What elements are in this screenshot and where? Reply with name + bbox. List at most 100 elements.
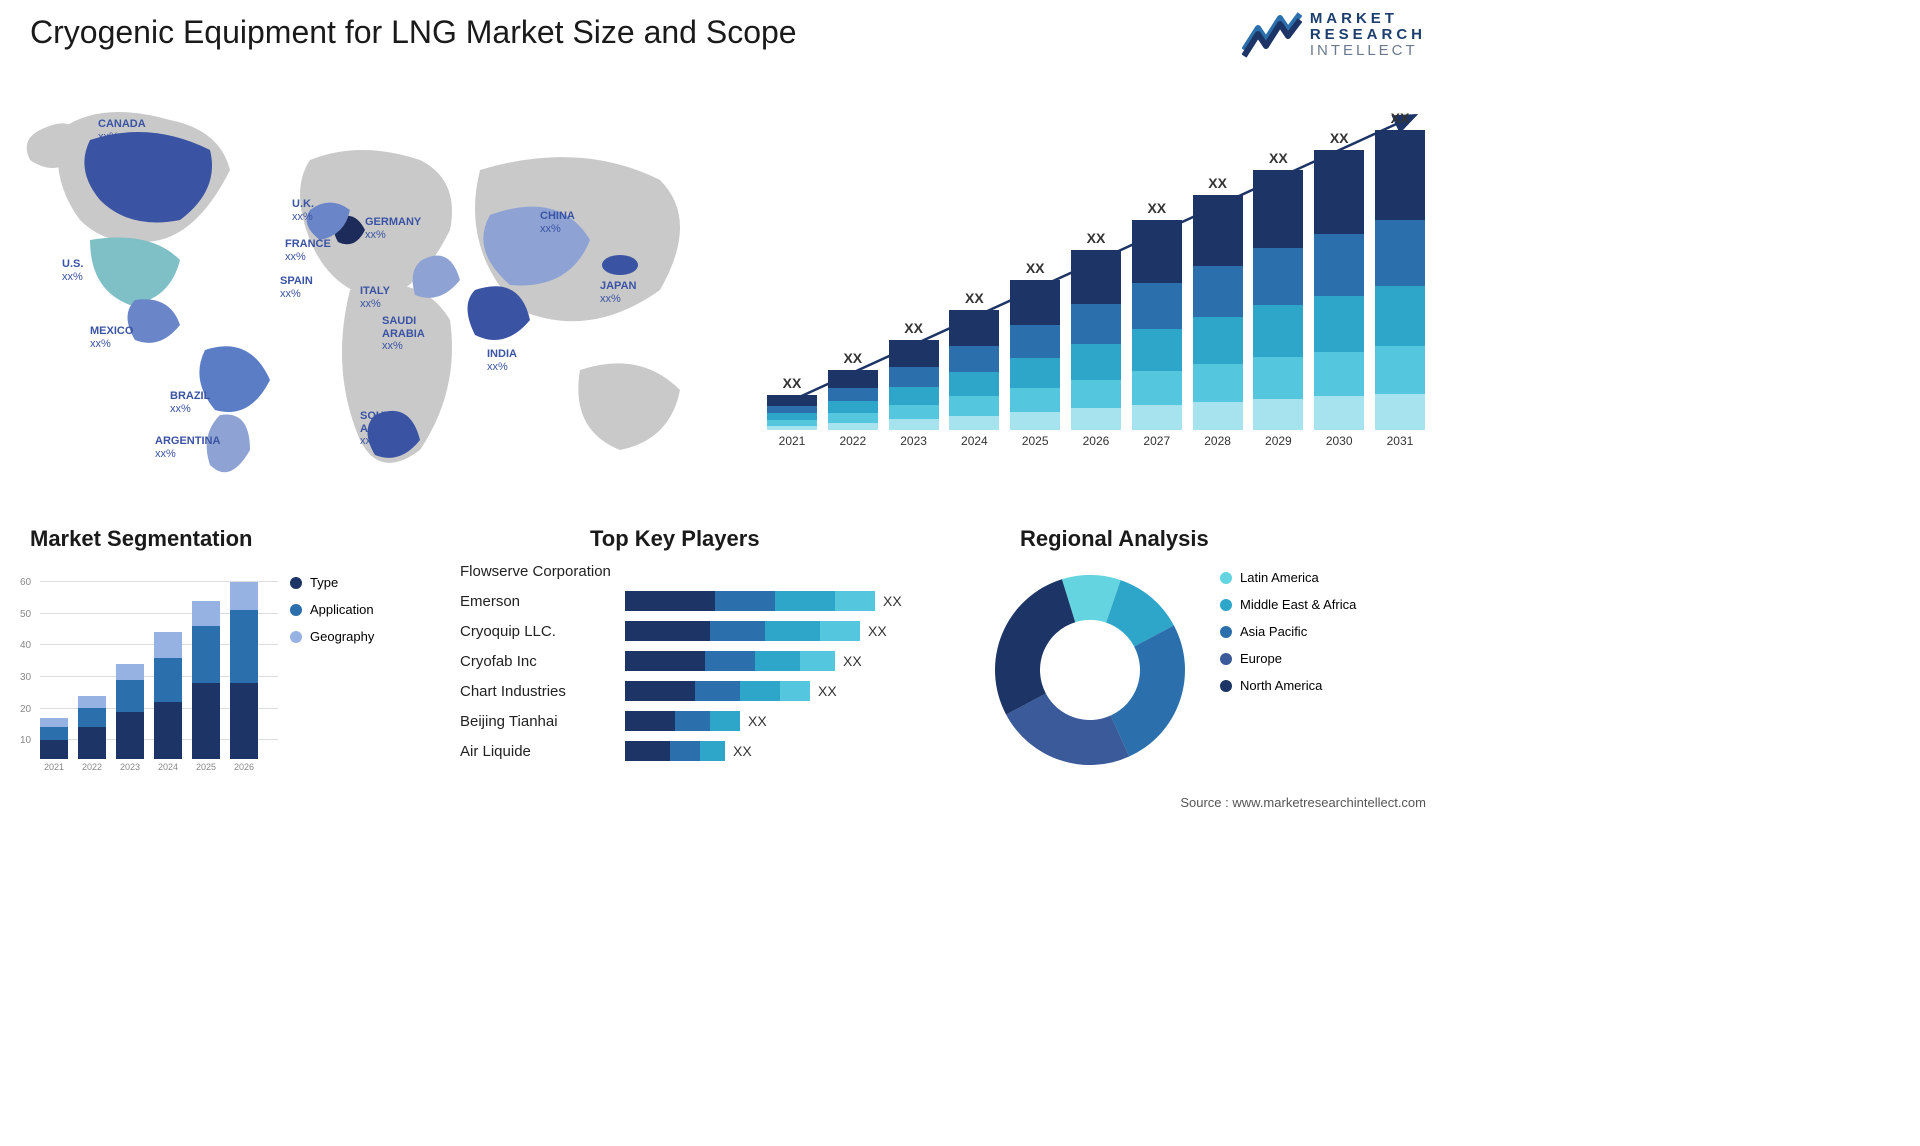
forecast-bar: XX2021	[766, 375, 818, 448]
player-bar	[625, 651, 835, 671]
player-name: Emerson	[460, 593, 625, 610]
legend-label: Europe	[1240, 651, 1282, 666]
seg-year-label: 2026	[234, 762, 254, 772]
forecast-bar: XX2030	[1313, 130, 1365, 448]
forecast-bar: XX 2024	[948, 290, 1000, 448]
legend-label: Geography	[310, 629, 374, 644]
player-row: Emerson XX	[460, 586, 960, 616]
players-section: Flowserve Corporation Emerson XX Cryoquip …	[460, 556, 960, 766]
forecast-bar: XX 2022	[827, 350, 879, 448]
player-row: Chart Industries XX	[460, 676, 960, 706]
legend-dot-icon	[1220, 626, 1232, 638]
legend-item: Europe	[1220, 651, 1356, 666]
forecast-bar: XX2023	[888, 320, 940, 448]
segmentation-bar: 2025	[192, 601, 220, 772]
map-label: U.S.xx%	[62, 258, 83, 283]
bar-value-label: XX	[1147, 200, 1166, 216]
seg-year-label: 2025	[196, 762, 216, 772]
bar-year-label: 2026	[1083, 434, 1110, 448]
logo-line3: INTELLECT	[1310, 43, 1426, 59]
legend-label: Asia Pacific	[1240, 624, 1307, 639]
legend-label: Middle East & Africa	[1240, 597, 1356, 612]
bar-year-label: 2029	[1265, 434, 1292, 448]
main-forecast-chart: XX2021XX2022XX2023XX2024XX2025XX2026XX20…	[766, 110, 1426, 470]
forecast-bar: XX2025	[1009, 260, 1061, 448]
players-title: Top Key Players	[590, 526, 760, 552]
player-value: XX	[818, 683, 837, 699]
players-header: Flowserve Corporation	[460, 563, 611, 580]
player-name: Air Liquide	[460, 743, 625, 760]
y-tick-label: 40	[20, 640, 31, 651]
legend-label: North America	[1240, 678, 1322, 693]
player-bar	[625, 681, 810, 701]
donut-segment	[995, 579, 1075, 714]
player-name: Chart Industries	[460, 683, 625, 700]
segmentation-bar: 2023	[116, 664, 144, 772]
segmentation-bar: 2026	[230, 582, 258, 772]
bar-value-label: XX	[1208, 175, 1227, 191]
donut-segment	[1111, 625, 1185, 756]
seg-year-label: 2024	[158, 762, 178, 772]
brand-logo: MARKET RESEARCH INTELLECT	[1242, 10, 1426, 60]
player-bar	[625, 711, 740, 731]
legend-item: Asia Pacific	[1220, 624, 1356, 639]
y-tick-label: 10	[20, 735, 31, 746]
map-label: INDIAxx%	[487, 348, 517, 373]
player-value: XX	[843, 653, 862, 669]
player-bar	[625, 741, 725, 761]
segmentation-bar: 2021	[40, 718, 68, 772]
bar-value-label: XX	[783, 375, 802, 391]
player-name: Cryoquip LLC.	[460, 623, 625, 640]
map-label: U.K.xx%	[292, 198, 314, 223]
bar-value-label: XX	[1391, 110, 1410, 126]
segmentation-bar: 2024	[154, 632, 182, 772]
segmentation-chart: 102030405060 202120222023202420252026	[18, 560, 278, 790]
logo-icon	[1242, 10, 1302, 60]
regional-legend: Latin America Middle East & Africa Asia Pa…	[1220, 570, 1356, 705]
bar-value-label: XX	[1330, 130, 1349, 146]
bar-value-label: XX	[1087, 230, 1106, 246]
bar-value-label: XX	[904, 320, 923, 336]
regional-title: Regional Analysis	[1020, 526, 1209, 552]
bar-year-label: 2024	[961, 434, 988, 448]
forecast-bar: XX2028	[1192, 175, 1244, 448]
legend-dot-icon	[1220, 572, 1232, 584]
bar-year-label: 2022	[839, 434, 866, 448]
seg-year-label: 2023	[120, 762, 140, 772]
player-value: XX	[733, 743, 752, 759]
bar-year-label: 2027	[1143, 434, 1170, 448]
player-row: Beijing TianhaiXX	[460, 706, 960, 736]
world-map: CANADAxx%U.S.xx%MEXICOxx%BRAZILxx%ARGENT…	[20, 90, 740, 490]
bar-year-label: 2031	[1387, 434, 1414, 448]
map-label: MEXICOxx%	[90, 325, 133, 350]
map-label: BRAZILxx%	[170, 390, 210, 415]
legend-dot-icon	[290, 631, 302, 643]
player-bar	[625, 591, 875, 611]
segmentation-bar: 2022	[78, 696, 106, 772]
player-value: XX	[883, 593, 902, 609]
legend-item: Latin America	[1220, 570, 1356, 585]
regional-donut	[980, 560, 1200, 780]
y-tick-label: 50	[20, 609, 31, 620]
legend-dot-icon	[290, 604, 302, 616]
map-label: SPAINxx%	[280, 275, 313, 300]
map-label: ARGENTINAxx%	[155, 435, 220, 460]
bar-value-label: XX	[843, 350, 862, 366]
legend-item: Application	[290, 602, 374, 617]
player-row: Air Liquide XX	[460, 736, 960, 766]
map-label: JAPANxx%	[600, 280, 636, 305]
seg-year-label: 2021	[44, 762, 64, 772]
bar-value-label: XX	[1026, 260, 1045, 276]
y-tick-label: 60	[20, 577, 31, 588]
forecast-bar: XX 2029	[1252, 150, 1304, 448]
map-label: CHINAxx%	[540, 210, 575, 235]
bar-value-label: XX	[965, 290, 984, 306]
logo-line1: MARKET	[1310, 11, 1426, 27]
forecast-bar: XX 2026	[1070, 230, 1122, 448]
map-label: ITALYxx%	[360, 285, 390, 310]
y-tick-label: 30	[20, 672, 31, 683]
player-row: Cryofab IncXX	[460, 646, 960, 676]
map-label: FRANCExx%	[285, 238, 331, 263]
legend-item: Middle East & Africa	[1220, 597, 1356, 612]
bar-value-label: XX	[1269, 150, 1288, 166]
